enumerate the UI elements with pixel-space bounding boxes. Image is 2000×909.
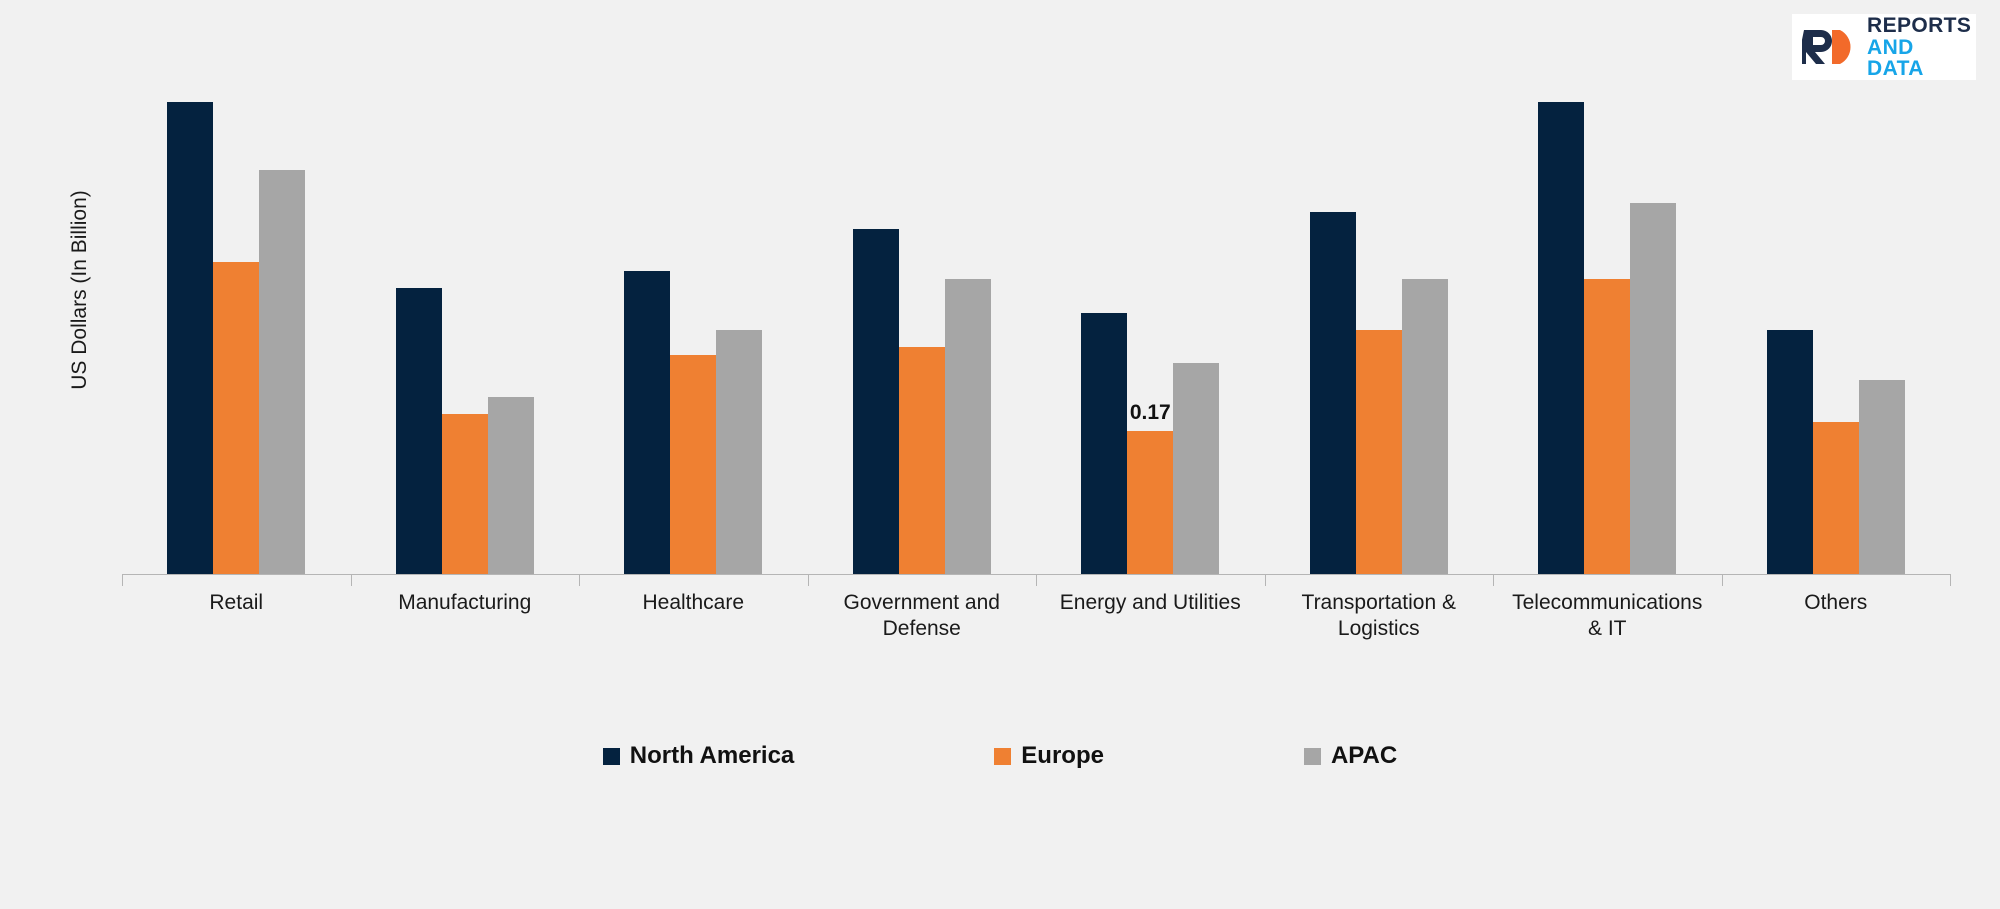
chart-legend: North America Europe APAC bbox=[0, 742, 2000, 770]
legend-label: Europe bbox=[1021, 742, 1104, 769]
bar-apac-manufacturing[interactable] bbox=[487, 397, 534, 574]
bar-north-america-healthcare[interactable] bbox=[624, 270, 671, 574]
logo-line-reports: REPORTS bbox=[1867, 14, 1972, 37]
bar-group bbox=[1493, 60, 1722, 574]
bar-north-america-government-and-defense[interactable] bbox=[852, 228, 899, 574]
legend-swatch-icon bbox=[1303, 747, 1321, 765]
legend-item-europe[interactable]: Europe bbox=[994, 742, 1104, 770]
bar-north-america-manufacturing[interactable] bbox=[395, 287, 442, 574]
bar-europe-energy-and-utilities[interactable]: 0.17 bbox=[1127, 401, 1174, 574]
bar-group: 0.17 bbox=[1036, 60, 1265, 574]
x-axis-category-label: Government and Defense bbox=[843, 591, 1000, 640]
bar-group bbox=[1265, 60, 1494, 574]
logo-wordmark: REPORTS AND DATA bbox=[1867, 15, 1976, 79]
x-axis-tick bbox=[1950, 574, 1951, 586]
bar-group-bars bbox=[351, 60, 580, 574]
bar-apac-healthcare[interactable] bbox=[716, 329, 763, 574]
bar-north-america-others[interactable] bbox=[1766, 329, 1813, 574]
bar-group bbox=[1722, 60, 1951, 574]
bar-group-bars bbox=[808, 60, 1037, 574]
bar-group bbox=[808, 60, 1037, 574]
legend-swatch-icon bbox=[602, 747, 620, 765]
bar-apac-retail[interactable] bbox=[259, 169, 306, 574]
bar-europe-healthcare[interactable] bbox=[670, 354, 717, 574]
bar-europe-government-and-defense[interactable] bbox=[898, 346, 945, 574]
x-axis-category-label: Telecommunications & IT bbox=[1512, 591, 1703, 640]
x-axis-category-label: Energy and Utilities bbox=[1059, 591, 1241, 614]
logo-line-and-data: AND DATA bbox=[1867, 36, 1924, 80]
x-axis-tick bbox=[1264, 574, 1266, 586]
bar-group-bars: 0.17 bbox=[1036, 60, 1265, 574]
x-axis-tick bbox=[579, 574, 580, 586]
bar-group bbox=[351, 60, 580, 574]
bar-group-bars bbox=[579, 60, 808, 574]
bar-group-bars bbox=[1722, 60, 1951, 574]
x-axis-tick bbox=[1721, 574, 1723, 586]
x-axis-category-label: Healthcare bbox=[642, 591, 745, 614]
bar-apac-government-and-defense[interactable] bbox=[944, 279, 991, 574]
bar-europe-telecommunications-it[interactable] bbox=[1584, 279, 1631, 574]
legend-item-apac[interactable]: APAC bbox=[1303, 742, 1398, 770]
bar-europe-retail[interactable] bbox=[213, 262, 260, 574]
x-axis-category-label: Manufacturing bbox=[398, 591, 532, 614]
x-axis-category-label: Retail bbox=[209, 591, 264, 614]
bar-apac-transportation-logistics[interactable] bbox=[1401, 279, 1448, 574]
bar-north-america-transportation-logistics[interactable] bbox=[1309, 211, 1356, 574]
bar-apac-energy-and-utilities[interactable] bbox=[1173, 363, 1220, 574]
rd-monogram-icon bbox=[1802, 26, 1858, 68]
y-axis-label: US Dollars (In Billion) bbox=[62, 160, 98, 420]
x-axis-tick bbox=[807, 574, 809, 586]
bar-value-label: 0.17 bbox=[1129, 400, 1171, 424]
bar-europe-transportation-logistics[interactable] bbox=[1355, 329, 1402, 574]
bar-group-bars bbox=[1493, 60, 1722, 574]
bar-group bbox=[122, 60, 351, 574]
bar-group-bars bbox=[1265, 60, 1494, 574]
bar-europe-others[interactable] bbox=[1812, 422, 1859, 574]
x-axis-tick bbox=[1036, 574, 1037, 586]
bar-apac-telecommunications-it[interactable] bbox=[1630, 203, 1677, 574]
bar-north-america-telecommunications-it[interactable] bbox=[1538, 102, 1585, 574]
bar-group-bars bbox=[122, 60, 351, 574]
y-axis-label-text: US Dollars (In Billion) bbox=[68, 190, 91, 390]
x-axis-category-label: Transportation & Logistics bbox=[1301, 591, 1456, 640]
x-axis-tick bbox=[122, 574, 123, 586]
bar-north-america-energy-and-utilities[interactable] bbox=[1081, 312, 1128, 574]
x-axis-category-label: Others bbox=[1804, 591, 1868, 614]
brand-logo: REPORTS AND DATA bbox=[1792, 14, 1976, 80]
x-axis-tick bbox=[1493, 574, 1494, 586]
legend-label: APAC bbox=[1330, 742, 1398, 769]
legend-label: North America bbox=[629, 742, 795, 769]
bar-europe-manufacturing[interactable] bbox=[441, 413, 488, 574]
legend-item-north-america[interactable]: North America bbox=[602, 742, 795, 770]
bar-group bbox=[579, 60, 808, 574]
bar-apac-others[interactable] bbox=[1858, 380, 1905, 574]
x-axis-tick bbox=[350, 574, 352, 586]
bar-north-america-retail[interactable] bbox=[167, 102, 214, 574]
legend-swatch-icon bbox=[994, 747, 1012, 765]
